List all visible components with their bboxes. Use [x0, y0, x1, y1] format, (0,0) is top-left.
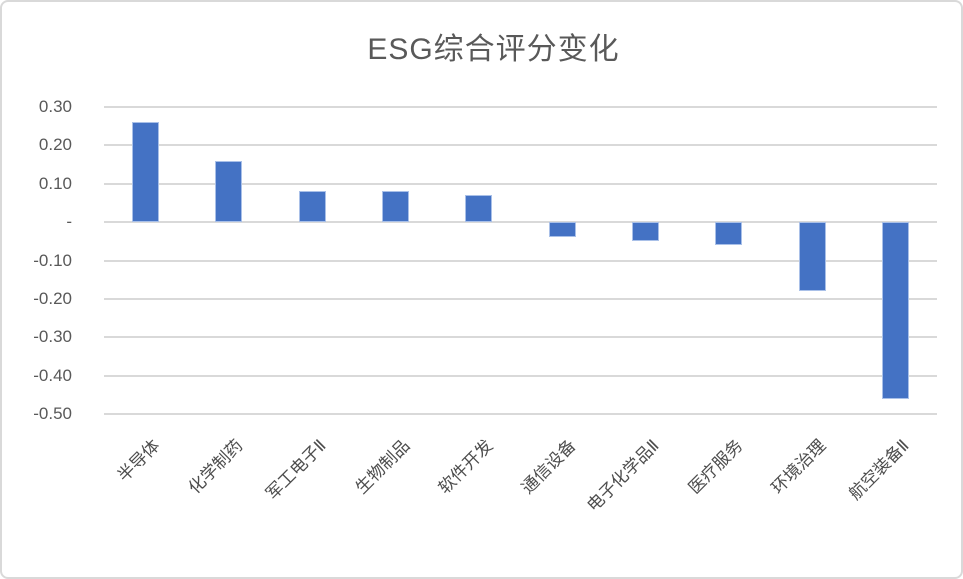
x-axis-category-label: 环境治理 — [767, 436, 830, 498]
y-axis-tick-label: 0.10 — [38, 173, 72, 193]
bar — [798, 222, 826, 292]
x-axis-category-label: 化学制药 — [184, 436, 247, 498]
y-gridline — [104, 221, 937, 224]
x-axis-category-label: 半导体 — [113, 436, 164, 486]
bar — [132, 122, 160, 223]
x-axis-category-label: 电子化学品Ⅱ — [583, 436, 663, 516]
chart-title: ESG综合评分变化 — [367, 33, 620, 66]
y-axis-tick-label: 0.30 — [38, 97, 72, 116]
y-gridline — [104, 144, 937, 147]
y-gridline — [104, 106, 937, 108]
y-gridline — [104, 182, 937, 185]
x-axis-category-label: 生物制品 — [351, 436, 413, 498]
y-axis-tick-label: -0.40 — [33, 365, 72, 385]
y-axis-tick-label: -0.10 — [33, 250, 72, 270]
y-axis-tick-label: -0.30 — [33, 327, 72, 347]
y-gridline — [104, 413, 937, 415]
y-axis-tick-label: -0.20 — [33, 288, 72, 308]
bar — [631, 222, 659, 242]
bar — [881, 222, 909, 399]
bar — [715, 222, 743, 246]
bar — [465, 195, 493, 223]
y-gridline — [104, 259, 937, 262]
y-axis-tick-label: 0.20 — [38, 135, 72, 155]
bar — [298, 191, 326, 223]
bar — [215, 160, 243, 223]
x-axis-category-label: 医疗服务 — [684, 436, 747, 498]
y-gridline — [104, 374, 937, 377]
bar — [382, 191, 410, 223]
y-axis-tick-label: - — [66, 212, 72, 232]
x-axis-category-label: 军工电子Ⅱ — [262, 436, 330, 504]
x-axis-category-label: 航空装备Ⅱ — [845, 436, 913, 504]
y-gridline — [104, 336, 937, 339]
y-axis-tick-label: -0.50 — [33, 404, 72, 423]
bar — [548, 222, 576, 238]
x-axis-category-label: 软件开发 — [434, 436, 497, 498]
x-axis-category-label: 通信设备 — [518, 436, 580, 498]
y-gridline — [104, 297, 937, 300]
